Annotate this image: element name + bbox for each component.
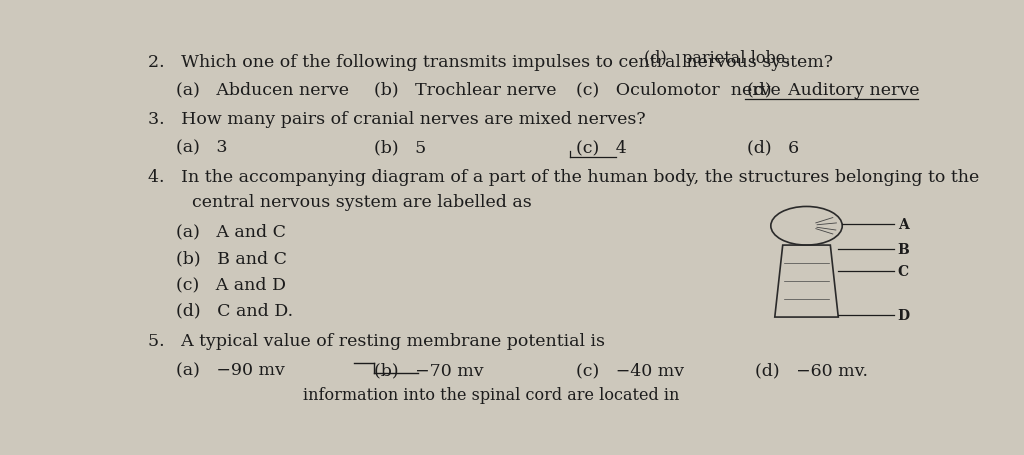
- Text: (b)   Trochlear nerve: (b) Trochlear nerve: [374, 81, 556, 98]
- Text: (c)   A and D: (c) A and D: [176, 276, 286, 293]
- Text: B: B: [898, 242, 909, 256]
- Text: (c)   4: (c) 4: [577, 139, 627, 156]
- Text: central nervous system are labelled as: central nervous system are labelled as: [147, 193, 531, 211]
- Text: (a)   −90 mv: (a) −90 mv: [176, 362, 285, 379]
- Text: 4.   In the accompanying diagram of a part of the human body, the structures bel: 4. In the accompanying diagram of a part…: [147, 169, 979, 186]
- Text: (d)   parietal lobe.: (d) parietal lobe.: [644, 50, 791, 67]
- Text: (b)   B and C: (b) B and C: [176, 250, 287, 267]
- Text: 3.   How many pairs of cranial nerves are mixed nerves?: 3. How many pairs of cranial nerves are …: [147, 111, 645, 128]
- Text: 5.   A typical value of resting membrane potential is: 5. A typical value of resting membrane p…: [147, 332, 605, 349]
- Text: information into the spinal cord are located in: information into the spinal cord are loc…: [303, 386, 679, 403]
- Text: (a)   A and C: (a) A and C: [176, 223, 286, 240]
- Text: (c)   Oculomotor  nerve: (c) Oculomotor nerve: [577, 81, 781, 98]
- Text: (a)   Abducen nerve: (a) Abducen nerve: [176, 81, 348, 98]
- Text: 2.   Which one of the following transmits impulses to central nervous system?: 2. Which one of the following transmits …: [147, 53, 833, 71]
- Text: (d)   −60 mv.: (d) −60 mv.: [755, 362, 868, 379]
- Text: (d)   Auditory nerve: (d) Auditory nerve: [748, 81, 920, 98]
- Text: A: A: [898, 217, 908, 231]
- Text: D: D: [898, 308, 910, 323]
- Text: C: C: [898, 265, 909, 279]
- Text: (d)   C and D.: (d) C and D.: [176, 302, 293, 319]
- Text: (b)   5: (b) 5: [374, 139, 426, 156]
- Text: (c)   −40 mv: (c) −40 mv: [577, 362, 684, 379]
- Text: (a)   3: (a) 3: [176, 139, 227, 156]
- Text: (b)   −70 mv: (b) −70 mv: [374, 362, 483, 379]
- Text: (d)   6: (d) 6: [748, 139, 799, 156]
